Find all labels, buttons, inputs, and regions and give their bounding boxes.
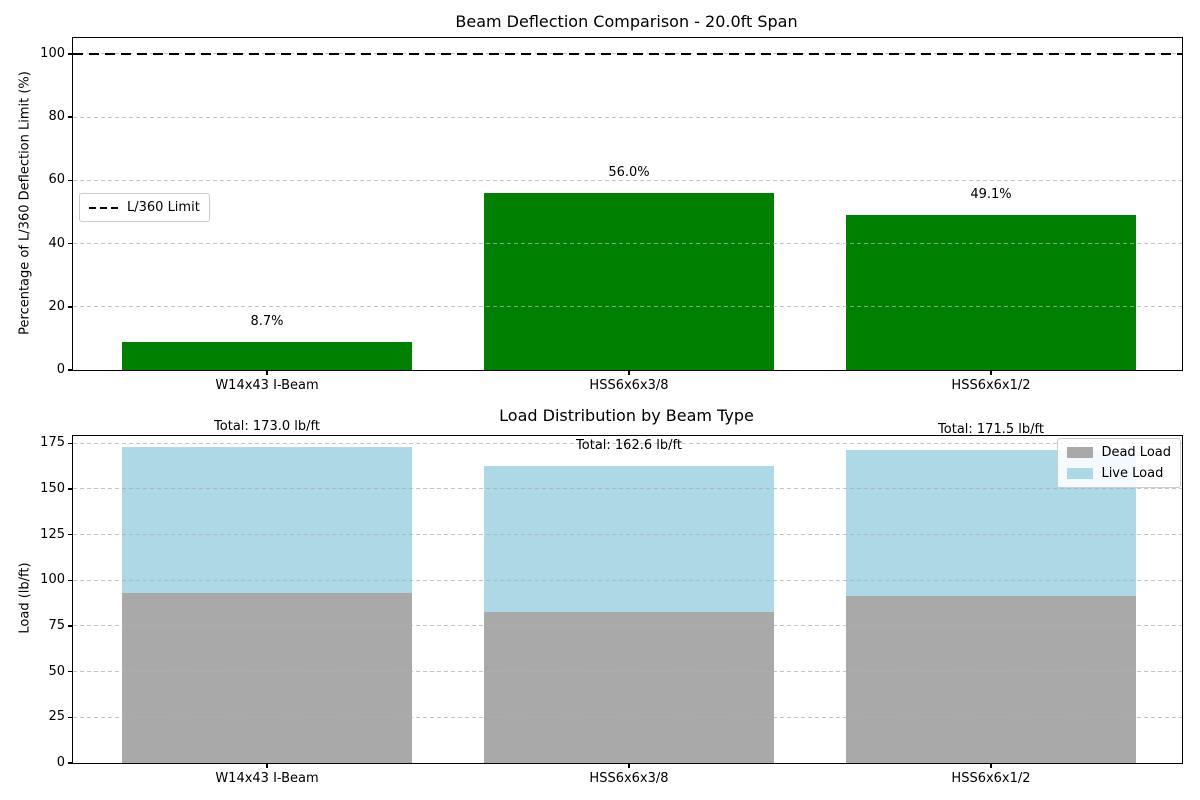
gridline — [73, 579, 1182, 581]
y-tick-label: 0 — [56, 755, 65, 770]
dead-load-bar — [846, 595, 1136, 763]
load-chart-title: Load Distribution by Beam Type — [499, 406, 754, 425]
y-tick-label: 80 — [48, 109, 65, 125]
x-tick-label: HSS6x6x1/2 — [951, 771, 1031, 786]
x-tick-label: HSS6x6x3/8 — [589, 771, 669, 786]
x-tick-mark — [990, 764, 992, 768]
deflection-plot-area: 0 20 40 60 80 100 W14x43 I-Beam HSS6x6x3/8 HSS6x… — [40, 37, 1183, 393]
x-tick-mark — [266, 371, 268, 375]
y-tick-mark — [68, 488, 72, 490]
gridline — [73, 534, 1182, 536]
y-tick-label: 0 — [56, 362, 65, 377]
gridline — [73, 306, 1182, 308]
x-tick-mark — [628, 371, 630, 375]
y-tick-label: 20 — [48, 298, 65, 314]
x-tick-mark — [628, 764, 630, 768]
y-tick-label: 60 — [48, 172, 65, 188]
x-tick-label: W14x43 I-Beam — [215, 378, 319, 393]
dead-load-swatch — [1067, 447, 1094, 458]
x-tick-label: HSS6x6x1/2 — [951, 378, 1031, 393]
gridline — [73, 671, 1182, 673]
x-tick-mark — [266, 764, 268, 768]
y-tick-mark — [68, 242, 72, 245]
x-tick-label: HSS6x6x3/8 — [589, 378, 669, 393]
y-tick-mark — [68, 670, 72, 673]
y-tick-mark — [68, 369, 72, 371]
y-tick-mark — [68, 179, 72, 182]
x-tick-label: W14x43 I-Beam — [215, 771, 319, 786]
x-tick-mark — [990, 371, 992, 375]
deflection-chart-title: Beam Deflection Comparison - 20.0ft Span — [455, 12, 798, 31]
y-tick-mark — [68, 442, 72, 445]
bar-value-label: 49.1% — [970, 186, 1012, 202]
y-tick-label: 150 — [40, 480, 65, 496]
dead-load-bar — [122, 593, 412, 763]
y-tick-mark — [68, 762, 72, 764]
legend-label: Dead Load — [1101, 445, 1171, 460]
gridline — [73, 625, 1182, 627]
y-tick-mark — [68, 306, 72, 308]
dashed-line-swatch — [89, 206, 119, 209]
legend-label: L/360 Limit — [127, 200, 200, 215]
dead-load-bar — [484, 612, 774, 763]
bar-value-label: 8.7% — [250, 314, 284, 330]
bar-value-label: 56.0% — [608, 164, 650, 180]
gridline — [73, 716, 1182, 718]
deflection-bar — [122, 342, 412, 370]
total-load-label: Total: 162.6 lb/ft — [576, 437, 682, 453]
limit-line — [73, 52, 1182, 55]
live-load-bar — [122, 446, 412, 594]
live-load-bar — [484, 465, 774, 613]
y-tick-label: 175 — [40, 435, 65, 451]
gridline — [73, 488, 1182, 490]
y-tick-label: 75 — [48, 617, 65, 633]
y-tick-mark — [68, 533, 72, 536]
y-tick-mark — [68, 625, 72, 627]
y-tick-mark — [68, 579, 72, 582]
legend-entry: Dead Load — [1067, 445, 1171, 460]
y-tick-label: 40 — [48, 235, 65, 251]
total-load-label: Total: 171.5 lb/ft — [938, 421, 1044, 437]
y-tick-mark — [68, 716, 72, 719]
legend: L/360 Limit — [79, 193, 210, 222]
load-plot-area: 0 25 50 75 100 125 150 175 W14x43 I-Beam HSS6x6x3… — [40, 419, 1183, 786]
y-tick-mark — [68, 116, 72, 118]
live-load-swatch — [1067, 468, 1094, 479]
y-tick-label: 125 — [40, 526, 65, 542]
y-tick-label: 25 — [48, 709, 65, 725]
y-tick-label: 50 — [48, 663, 65, 679]
total-load-label: Total: 173.0 lb/ft — [214, 418, 320, 434]
y-tick-label: 100 — [40, 45, 65, 61]
gridline — [73, 179, 1182, 181]
legend-entry: Live Load — [1067, 466, 1171, 481]
legend-label: Live Load — [1101, 466, 1164, 481]
gridline — [73, 243, 1182, 245]
y-tick-mark — [68, 53, 72, 55]
gridline — [73, 442, 1182, 444]
deflection-bar — [484, 192, 774, 370]
legend: Dead Load Live Load — [1057, 438, 1181, 488]
gridline — [73, 116, 1182, 118]
legend-entry: L/360 Limit — [89, 200, 200, 215]
deflection-bar — [846, 214, 1136, 370]
y-tick-label: 100 — [40, 572, 65, 588]
